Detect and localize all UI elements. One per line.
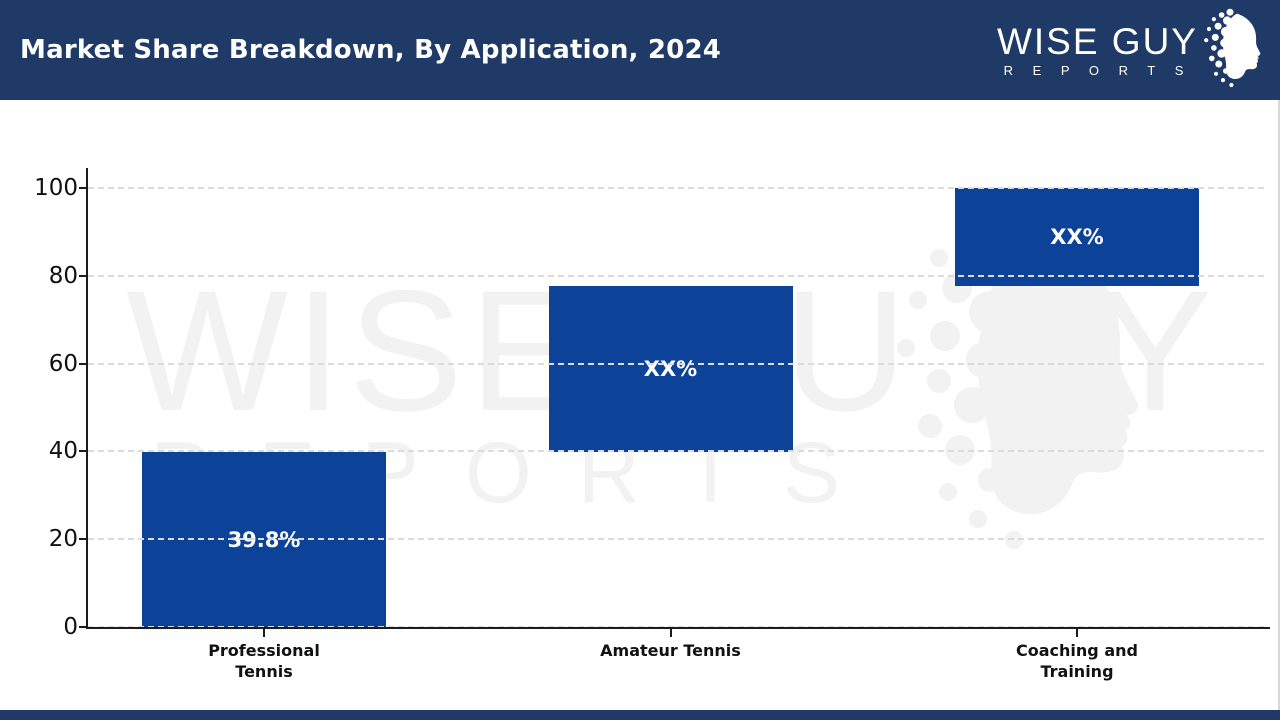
gridline-y-20 (88, 538, 1264, 541)
gridline-y-60 (88, 362, 1264, 365)
gridline-y-40 (88, 450, 1264, 453)
bar-value-label: XX% (643, 357, 698, 382)
y-axis-line (86, 168, 88, 629)
x-axis-line (86, 627, 1270, 629)
y-axis-tick-mark (79, 626, 88, 628)
y-axis-tick-mark (79, 538, 88, 541)
bar-segment-2: XX% (955, 188, 1199, 287)
x-category-label-line: Tennis (235, 662, 293, 681)
logo-wordmark: WISE GUY R E P O R T S (997, 23, 1198, 77)
x-category-label-line: Professional (208, 641, 320, 660)
y-axis-tick-mark (79, 187, 88, 189)
page-title: Market Share Breakdown, By Application, … (20, 35, 722, 65)
x-category-label-line: Training (1040, 662, 1114, 681)
x-category-label: Amateur Tennis (541, 640, 801, 661)
x-axis-tick-mark (1076, 629, 1078, 637)
x-category-label-line: Amateur Tennis (600, 641, 741, 660)
y-axis-tick-mark (79, 362, 88, 365)
logo-wordmark-line2: R E P O R T S (1003, 63, 1192, 78)
logo-wordmark-line1: WISE GUY (996, 21, 1198, 62)
x-category-label: Coaching and Training (947, 640, 1207, 682)
footer-bar (0, 710, 1280, 720)
wise-guy-reports-logo: WISE GUY R E P O R T S (997, 8, 1266, 92)
dotted-head-profile-icon (1194, 8, 1266, 92)
y-axis-tick-label: 40 (48, 438, 78, 465)
x-category-label: Professional Tennis (134, 640, 394, 682)
y-axis-tick-label: 80 (48, 262, 78, 289)
x-axis-tick-mark (669, 629, 672, 637)
bar-segment-1: XX% (548, 286, 793, 453)
x-category-label-line: Coaching and (1016, 641, 1138, 660)
y-axis-tick-label: 60 (48, 350, 78, 377)
header-bar: Market Share Breakdown, By Application, … (0, 0, 1280, 100)
y-axis-tick-mark (79, 450, 88, 453)
y-axis-tick-label: 100 (34, 175, 78, 201)
bar-value-label: XX% (1050, 225, 1104, 250)
y-axis-tick-label: 20 (48, 526, 78, 553)
gridline-y-80 (88, 274, 1264, 277)
x-axis-tick-mark (263, 629, 265, 637)
y-axis-tick-mark (79, 274, 88, 277)
gridline-y-100 (88, 187, 1264, 189)
y-axis-tick-label: 0 (63, 614, 78, 640)
